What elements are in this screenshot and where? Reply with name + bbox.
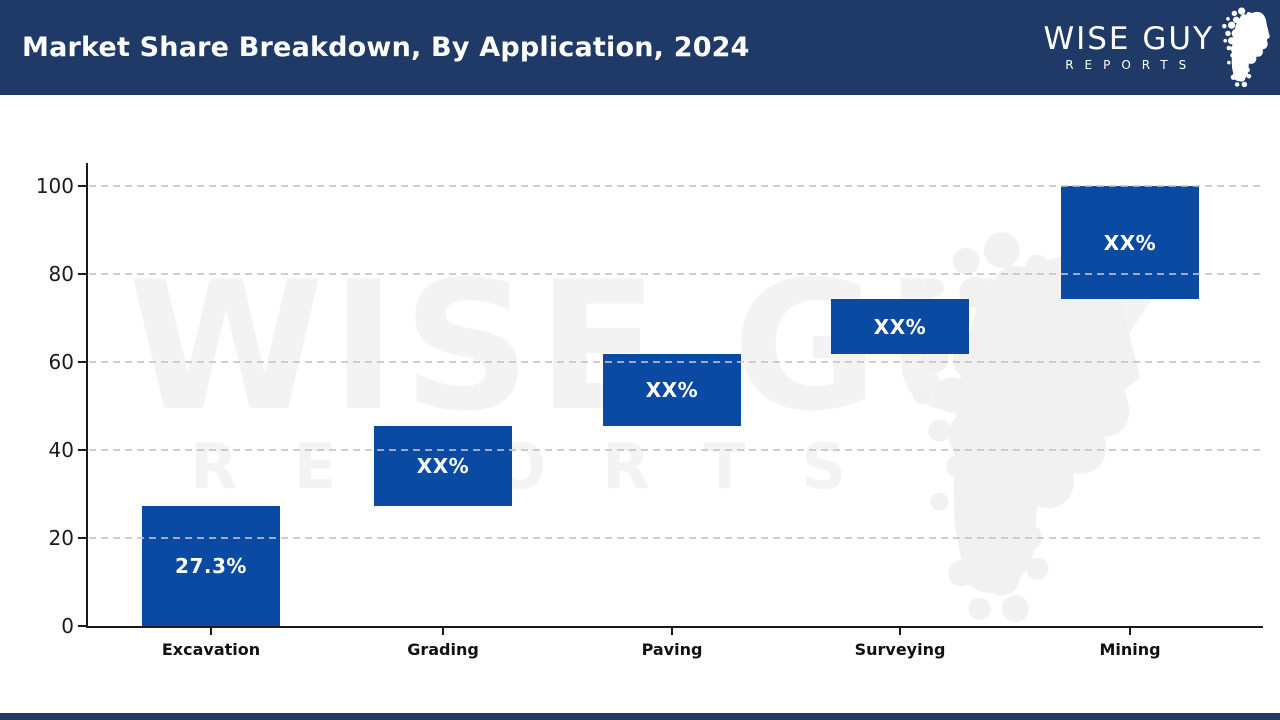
bar-value-label: 27.3% (175, 553, 247, 578)
x-axis-category-label: Mining (1099, 640, 1161, 659)
y-axis-line (86, 163, 88, 628)
bar-segment-excavation: 27.3% (142, 505, 280, 626)
bar-segment-mining: XX% (1061, 186, 1199, 300)
y-tick-label: 20 (48, 526, 74, 550)
x-axis-line (86, 626, 1263, 628)
logo-tagline: REPORTS (1065, 57, 1198, 72)
chart-title: Market Share Breakdown, By Application, … (22, 32, 750, 63)
bar-value-label: XX% (645, 377, 699, 402)
wiseguy-logo: WISE GUY REPORTS (1043, 7, 1270, 89)
logo-text: WISE GUY REPORTS (1043, 20, 1214, 72)
y-tick-label: 0 (61, 614, 74, 638)
gridline (89, 449, 1262, 451)
y-tick (78, 273, 86, 275)
footer-bar (0, 713, 1280, 720)
logo-face-icon (1206, 7, 1270, 89)
x-axis-category-label: Grading (407, 640, 479, 659)
header: Market Share Breakdown, By Application, … (0, 0, 1280, 95)
bar-value-label: XX% (416, 453, 470, 478)
gridline (89, 361, 1262, 363)
gridline (89, 185, 1262, 187)
gridline (89, 273, 1262, 275)
bar-value-label: XX% (1103, 230, 1157, 255)
y-tick (78, 537, 86, 539)
y-tick-label: 80 (48, 262, 74, 286)
bar-segment-surveying: XX% (831, 299, 969, 355)
x-axis-category-label: Surveying (854, 640, 946, 659)
x-axis-category-label: Paving (641, 640, 703, 659)
y-tick (78, 361, 86, 363)
bar-segment-grading: XX% (374, 425, 512, 506)
bar-segment-paving: XX% (603, 354, 741, 426)
x-tick (210, 628, 212, 635)
y-tick (78, 625, 86, 627)
bar-value-label: XX% (873, 314, 927, 339)
x-axis-category-label: Excavation (161, 640, 261, 659)
x-tick (442, 628, 444, 635)
y-tick-label: 60 (48, 350, 74, 374)
y-tick (78, 449, 86, 451)
y-tick-label: 100 (35, 174, 74, 198)
y-tick-label: 40 (48, 438, 74, 462)
x-tick (899, 628, 901, 635)
logo-name: WISE GUY (1043, 20, 1214, 57)
x-tick (671, 628, 673, 635)
y-tick (78, 185, 86, 187)
x-tick (1129, 628, 1131, 635)
watermark-text-line2: REPORTS (190, 430, 903, 503)
gridline (89, 537, 1262, 539)
